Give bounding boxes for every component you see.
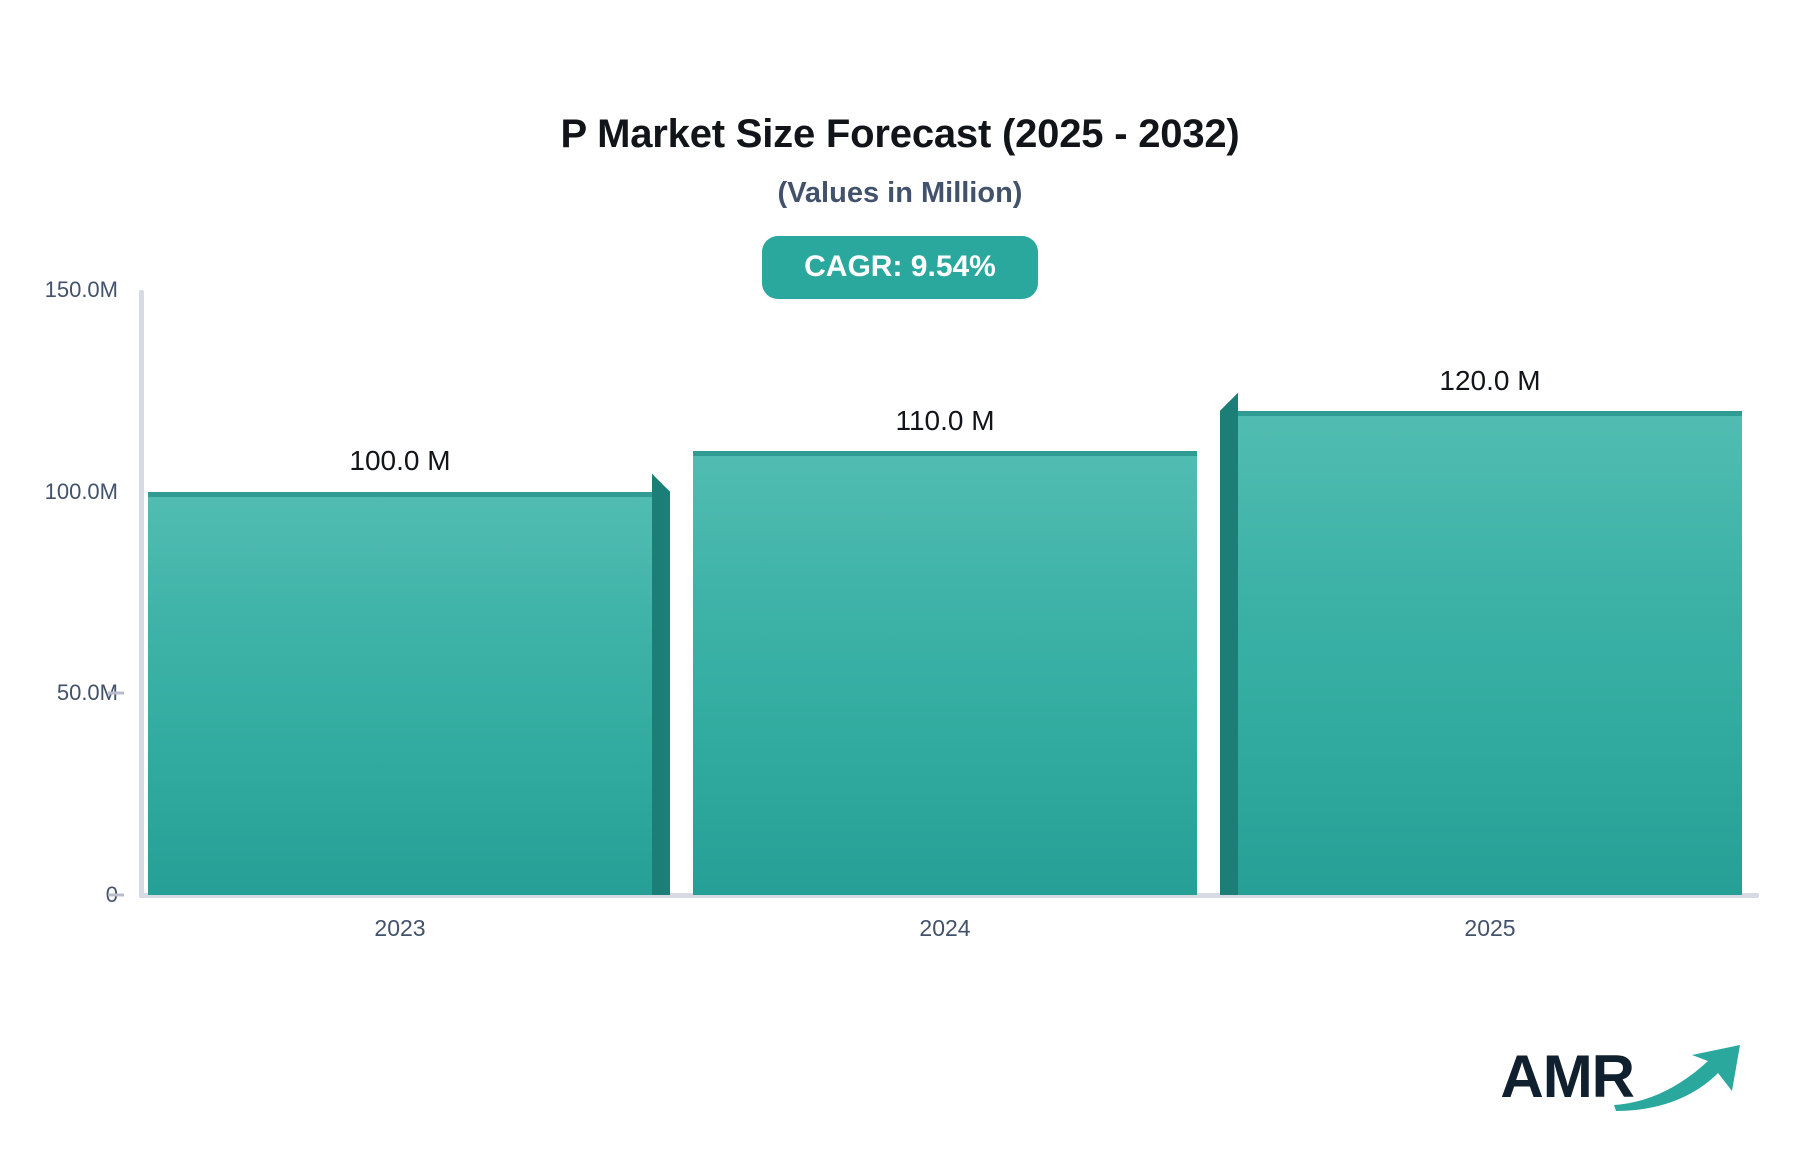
y-tick-label-0: 0 (18, 882, 118, 908)
bar-corner-bevel (652, 473, 670, 492)
chart-header: P Market Size Forecast (2025 - 2032) (Va… (0, 0, 1800, 299)
bar-group-2023[interactable]: 100.0 M (148, 290, 670, 895)
bar-side-shadow (652, 491, 670, 895)
bar-top-bevel (148, 491, 652, 497)
y-axis-labels: 150.0M 100.0M 50.0M 0 (0, 0, 124, 1156)
bar-value-label-2025: 120.0 M (1439, 365, 1541, 396)
cagr-badge-wrap: CAGR: 9.54% (0, 236, 1800, 299)
y-tick-label-100: 100.0M (44, 478, 118, 504)
y-tick-label-50: 50.0M (56, 680, 118, 706)
bar-side-shadow (1220, 411, 1238, 895)
bar-top-bevel (693, 451, 1197, 457)
x-tick-label-2023: 2023 (374, 915, 426, 941)
bar-series: 100.0 M 110.0 M 120.0 M (144, 290, 1760, 895)
bar-value-label-2023: 100.0 M (349, 445, 451, 476)
x-tick-label-2025: 2025 (1464, 915, 1516, 941)
bar-group-2025[interactable]: 120.0 M (1220, 290, 1742, 895)
y-axis-line (139, 290, 144, 895)
bar-top-bevel (1238, 411, 1742, 416)
bar-2025[interactable] (1238, 411, 1742, 895)
cagr-badge: CAGR: 9.54% (762, 236, 1038, 299)
y-tick-mark-0 (108, 893, 124, 897)
chart-subtitle: (Values in Million) (777, 177, 1023, 209)
amr-logo: AMR (1500, 1041, 1748, 1112)
logo-text: AMR (1500, 1042, 1635, 1110)
y-tick-mark-50 (108, 691, 124, 695)
bar-corner-bevel (1220, 393, 1238, 411)
bar-value-label-2024: 110.0 M (895, 405, 995, 436)
growth-arrow-icon (1608, 1041, 1748, 1118)
x-axis-line (139, 893, 1759, 898)
y-tick-label-150: 150.0M (44, 277, 118, 302)
page-title: P Market Size Forecast (2025 - 2032) (560, 112, 1240, 156)
bar-group-2024[interactable]: 110.0 M (693, 290, 1197, 895)
bar-2023[interactable] (148, 491, 652, 895)
bar-2024[interactable] (693, 451, 1197, 895)
x-tick-label-2024: 2024 (919, 915, 971, 941)
